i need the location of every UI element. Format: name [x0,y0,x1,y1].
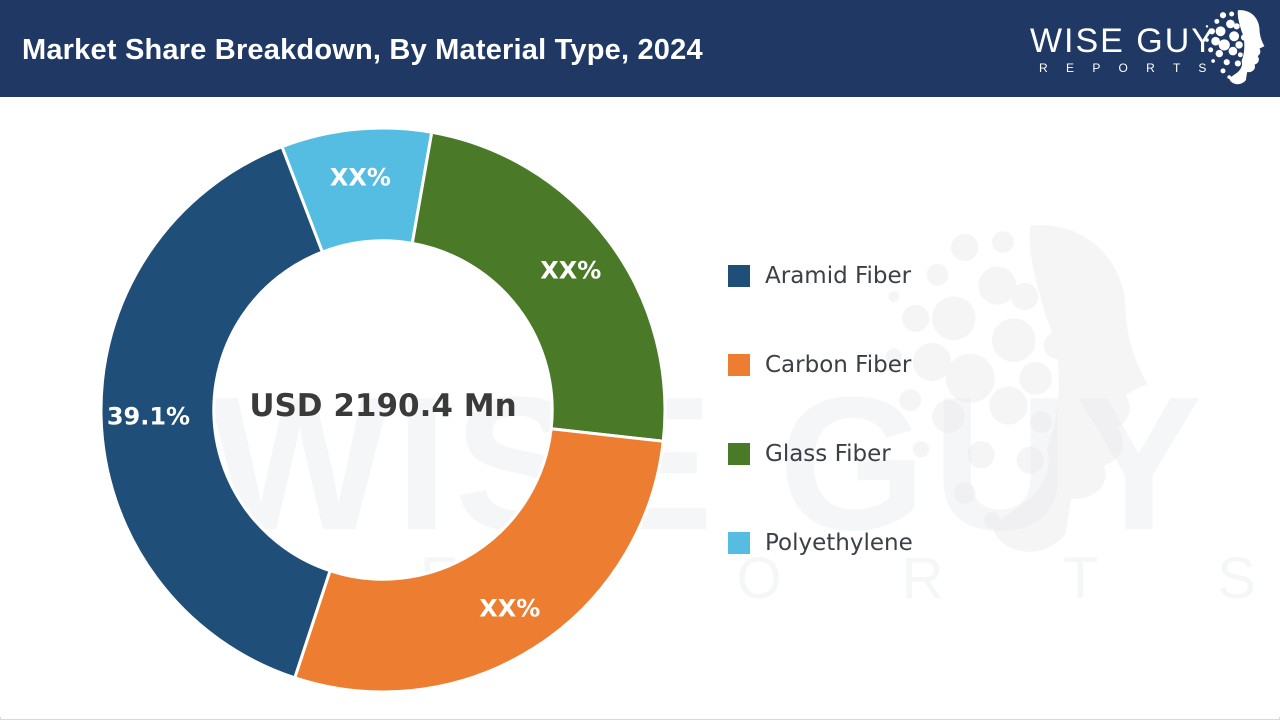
chart-legend: Aramid Fiber Carbon Fiber Glass Fiber Polye… [728,263,913,619]
legend-label-aramid-fiber: Aramid Fiber [765,263,912,289]
legend-label-carbon-fiber: Carbon Fiber [765,352,912,378]
legend-swatch-glass-fiber [728,443,750,465]
page-title: Market Share Breakdown, By Material Type… [22,34,703,66]
segment-label-aramid-fiber: 39.1% [107,403,190,431]
segment-label-carbon-fiber: XX% [479,594,540,622]
legend-swatch-polyethylene [728,532,750,554]
chart-area: WISE GUY R E P O R T S [0,97,1280,717]
legend-item-glass-fiber: Glass Fiber [728,441,913,467]
segment-label-glass-fiber: XX% [540,256,601,284]
watermark-head-icon [885,225,1148,552]
legend-label-polyethylene: Polyethylene [765,530,913,556]
donut-center-value: USD 2190.4 Mn [249,388,517,424]
wise-guy-head-icon [1205,10,1265,85]
legend-item-polyethylene: Polyethylene [728,530,913,556]
legend-swatch-aramid-fiber [728,265,750,287]
donut-segment-aramid-fiber [99,145,332,680]
donut-segment-carbon-fiber [293,427,665,694]
legend-item-aramid-fiber: Aramid Fiber [728,263,913,289]
header-bar: Market Share Breakdown, By Material Type… [0,0,1280,97]
donut-segment-glass-fiber [410,130,667,443]
legend-label-glass-fiber: Glass Fiber [765,441,891,467]
wise-guy-logo: WISE GUY R E P O R T S [1030,8,1270,90]
segment-label-polyethylene: XX% [330,163,391,191]
logo-brand-text: WISE GUY [1029,22,1216,60]
donut-chart: XX% XX% XX% 39.1% [99,126,667,694]
logo-sub-text: R E P O R T S [1039,61,1214,75]
legend-swatch-carbon-fiber [728,354,750,376]
legend-item-carbon-fiber: Carbon Fiber [728,352,913,378]
